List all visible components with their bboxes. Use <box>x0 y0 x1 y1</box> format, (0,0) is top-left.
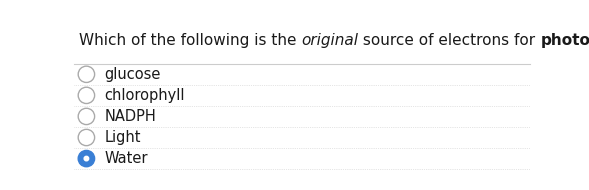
Text: Water: Water <box>105 151 148 166</box>
Ellipse shape <box>78 150 95 167</box>
Ellipse shape <box>78 108 95 125</box>
Text: NADPH: NADPH <box>105 109 157 124</box>
Ellipse shape <box>78 66 95 82</box>
Ellipse shape <box>78 87 95 104</box>
Text: source of electrons for: source of electrons for <box>359 33 541 48</box>
Ellipse shape <box>78 129 95 146</box>
Text: chlorophyll: chlorophyll <box>105 88 185 103</box>
Text: photosynthesis: photosynthesis <box>541 33 589 48</box>
Text: Which of the following is the: Which of the following is the <box>79 33 302 48</box>
Ellipse shape <box>84 156 89 161</box>
Text: original: original <box>302 33 359 48</box>
Text: Light: Light <box>105 130 141 145</box>
Text: glucose: glucose <box>105 67 161 82</box>
